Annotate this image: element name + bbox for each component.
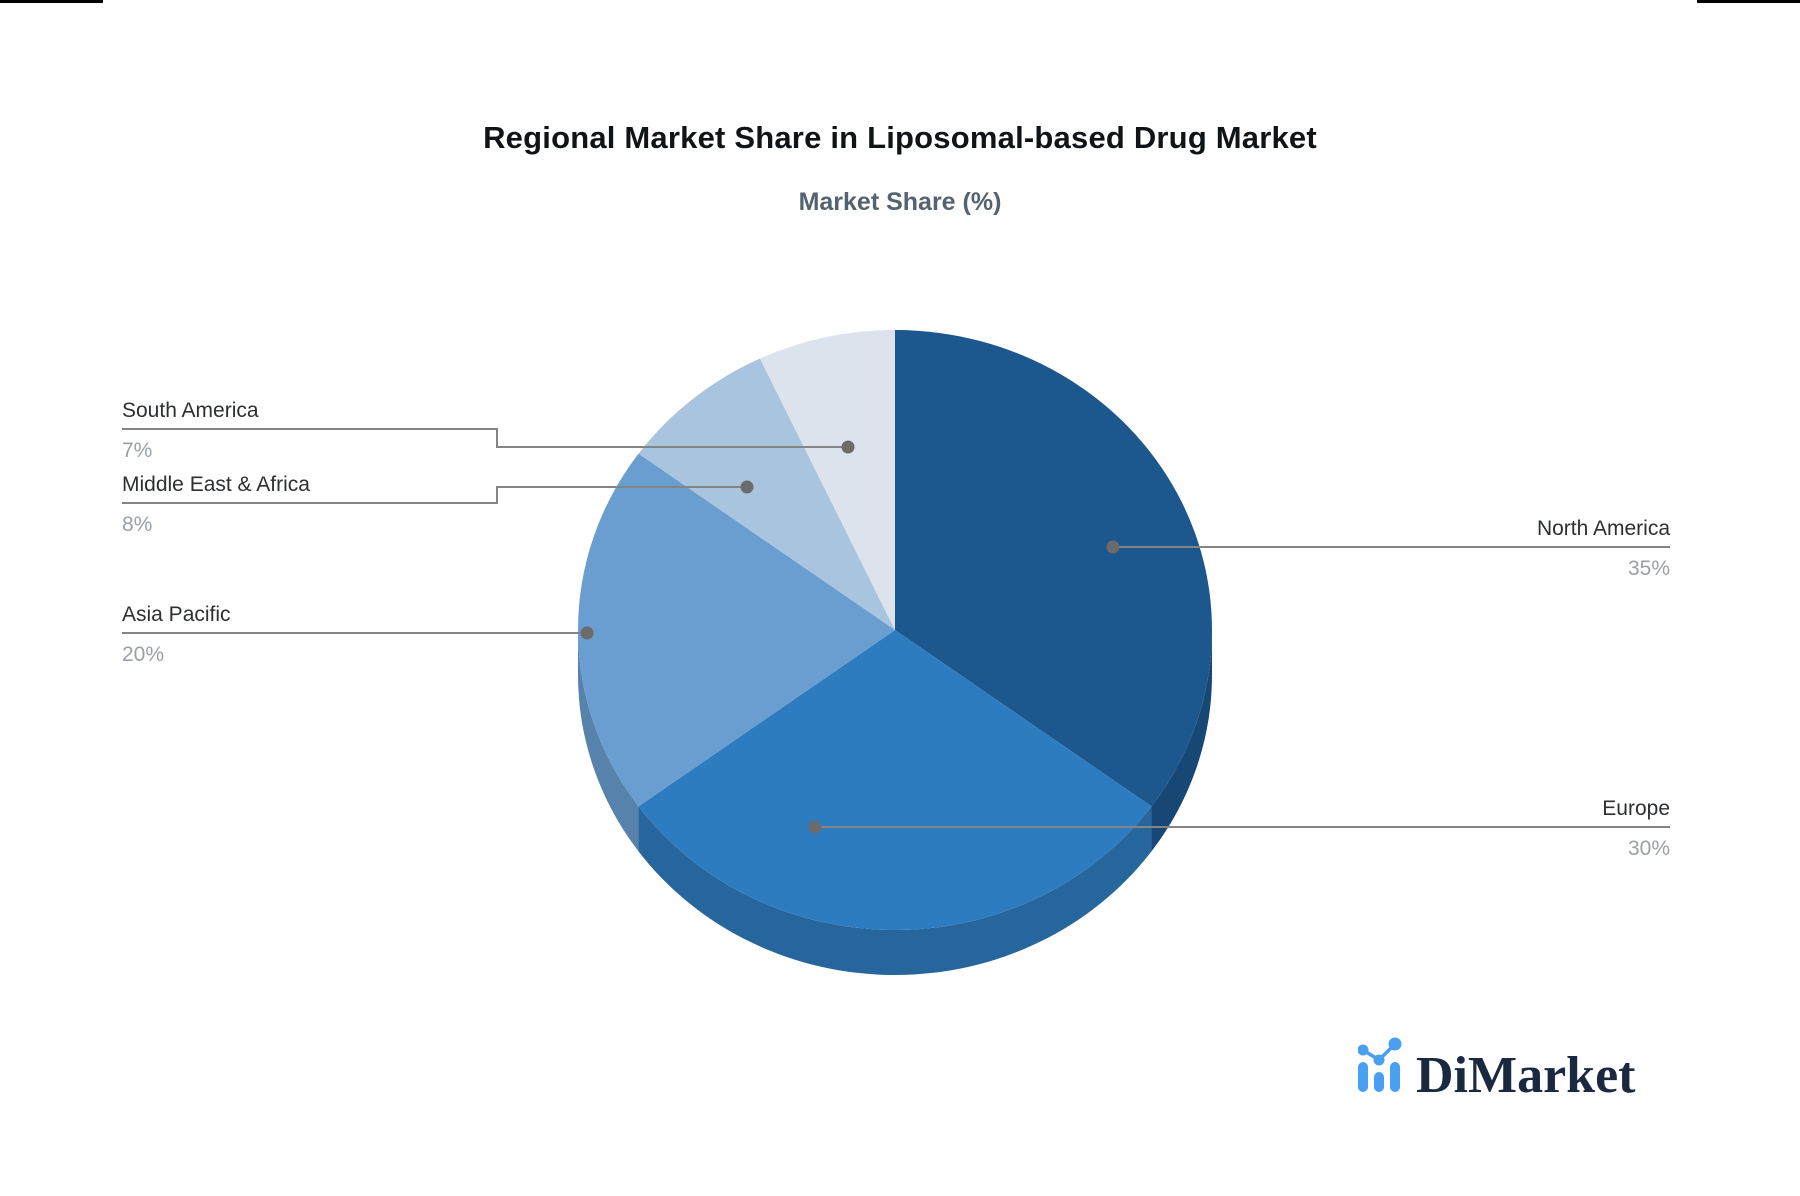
dimarket-logo-graphic: DiMarket (1357, 1037, 1636, 1104)
pie-slice-side-europe (638, 806, 1152, 976)
pie-slice-south-america[interactable] (760, 330, 895, 630)
chart-title: Regional Market Share in Liposomal-based… (483, 120, 1317, 155)
pie-slice-asia-pacific[interactable] (577, 453, 895, 807)
slice-value-north-america: 35% (1628, 557, 1670, 580)
slice-value-asia-pacific: 20% (122, 643, 164, 666)
pie-slice-north-america[interactable] (895, 329, 1213, 807)
leader-dot-south-america (841, 440, 855, 454)
pie-slice-middle-east-africa[interactable] (638, 358, 895, 630)
leader-dot-middle-east-africa (740, 480, 754, 494)
chart-subtitle: Market Share (%) (798, 188, 1002, 216)
slice-label-middle-east-africa: Middle East & Africa (122, 473, 310, 496)
leader-line-middle-east-africa (122, 486, 747, 504)
logo-text: DiMarket (1416, 1047, 1636, 1104)
leader-dot-north-america (1106, 540, 1120, 554)
leader-line-south-america (122, 428, 848, 448)
screen-edge-artifact-left (0, 0, 103, 3)
screen-edge-artifact-right (1697, 0, 1800, 3)
slice-value-south-america: 7% (122, 439, 152, 462)
slice-label-asia-pacific: Asia Pacific (122, 603, 231, 626)
pie-slice-side-north-america (1151, 630, 1213, 852)
leader-dot-asia-pacific (580, 626, 594, 640)
slice-label-south-america: South America (122, 399, 259, 422)
slice-value-europe: 30% (1628, 837, 1670, 860)
slice-label-europe: Europe (1602, 797, 1670, 820)
slice-value-middle-east-africa: 8% (122, 513, 152, 536)
leader-dot-europe (808, 820, 822, 834)
bar-chart-logo-icon (1357, 1037, 1402, 1092)
slice-label-north-america: North America (1537, 517, 1670, 540)
pie-slice-side-asia-pacific (578, 630, 639, 852)
pie-slice-europe[interactable] (638, 630, 1152, 931)
dimarket-logo: DiMarket (1357, 1036, 1688, 1111)
